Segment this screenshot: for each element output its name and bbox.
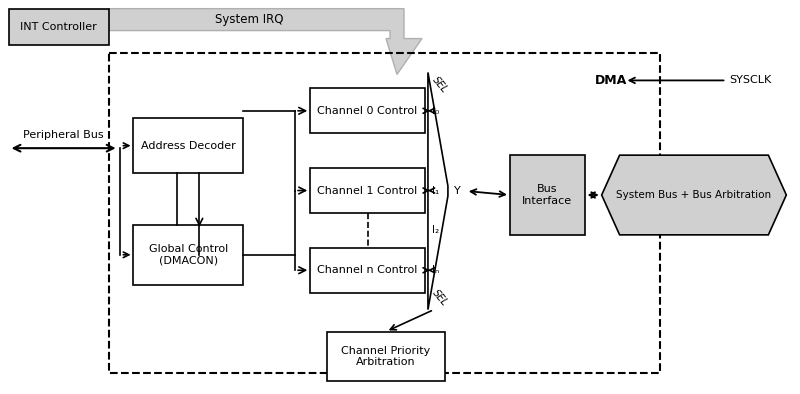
Bar bbox=[310, 248, 425, 293]
Text: Channel n Control: Channel n Control bbox=[318, 265, 418, 275]
Text: DMA: DMA bbox=[594, 74, 627, 87]
Polygon shape bbox=[428, 72, 448, 310]
Bar bbox=[9, 9, 109, 45]
Text: Y: Y bbox=[454, 186, 461, 196]
Text: SEL: SEL bbox=[430, 288, 449, 308]
Text: Bus
Interface: Bus Interface bbox=[522, 184, 572, 206]
Text: Global Control
(DMACON): Global Control (DMACON) bbox=[149, 244, 228, 266]
Text: System Bus + Bus Arbitration: System Bus + Bus Arbitration bbox=[617, 190, 771, 200]
Text: Channel 0 Control: Channel 0 Control bbox=[318, 106, 418, 116]
Bar bbox=[510, 155, 585, 235]
Text: Address Decoder: Address Decoder bbox=[141, 141, 236, 151]
Text: System IRQ: System IRQ bbox=[215, 13, 283, 26]
Polygon shape bbox=[602, 155, 786, 235]
Bar bbox=[327, 331, 445, 381]
Text: Peripheral Bus: Peripheral Bus bbox=[23, 130, 104, 140]
Text: I₀: I₀ bbox=[432, 106, 439, 116]
Bar bbox=[310, 168, 425, 213]
Text: INT Controller: INT Controller bbox=[20, 22, 97, 32]
Text: SYSCLK: SYSCLK bbox=[730, 75, 772, 85]
Text: Iₙ: Iₙ bbox=[432, 265, 439, 275]
Bar bbox=[310, 88, 425, 133]
Text: Channel Priority
Arbitration: Channel Priority Arbitration bbox=[342, 346, 430, 367]
Bar bbox=[109, 52, 659, 374]
Text: SEL: SEL bbox=[430, 74, 449, 95]
Polygon shape bbox=[109, 9, 422, 74]
Bar bbox=[134, 118, 243, 173]
Bar bbox=[134, 225, 243, 285]
Text: I₁: I₁ bbox=[432, 186, 439, 195]
Text: Channel 1 Control: Channel 1 Control bbox=[318, 186, 418, 195]
Text: I₂: I₂ bbox=[432, 225, 439, 235]
